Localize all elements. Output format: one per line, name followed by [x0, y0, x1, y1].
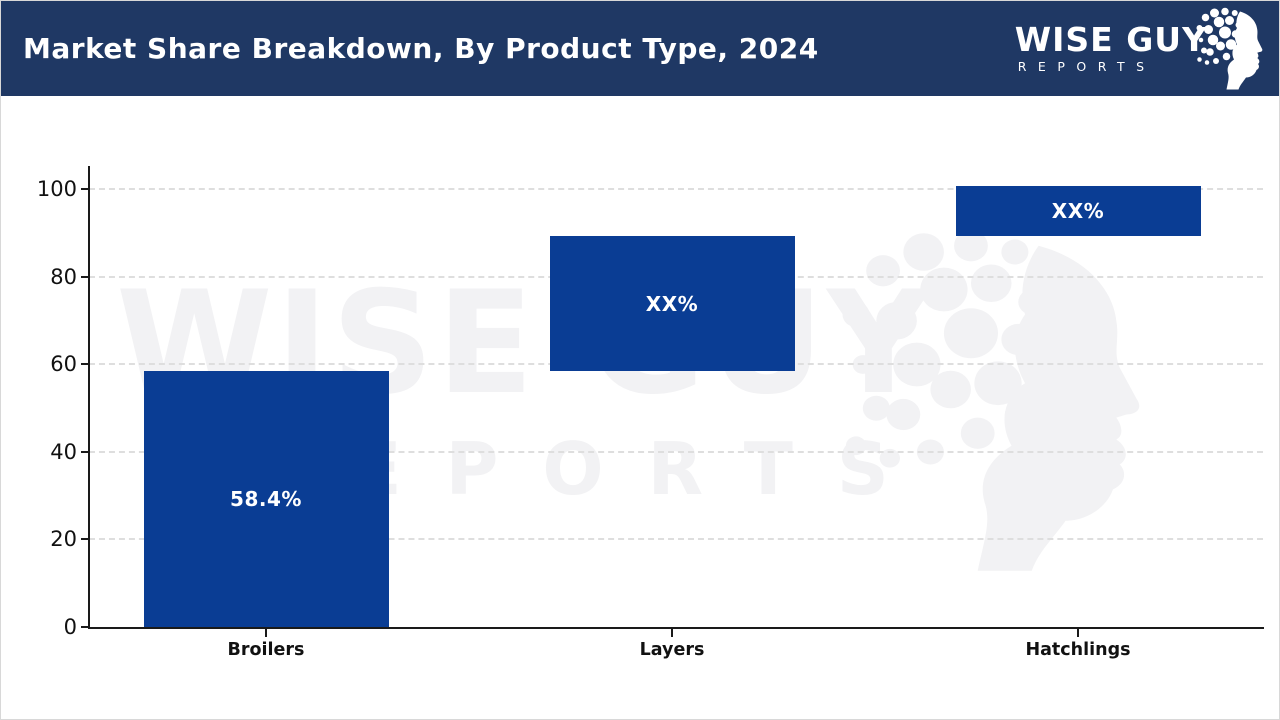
bar-value-label: XX% — [1051, 199, 1105, 224]
logo-head-icon — [1196, 7, 1263, 89]
bar-value-label: XX% — [645, 291, 699, 316]
x-category-label: Broilers — [227, 640, 305, 660]
y-tick-mark — [81, 275, 89, 278]
x-tick-mark — [671, 629, 673, 637]
x-axis-line — [88, 627, 1264, 629]
y-tick-mark — [81, 363, 89, 366]
x-tick-mark — [1077, 629, 1079, 637]
gridline — [89, 538, 1263, 541]
bar-hatchlings: XX% — [955, 186, 1201, 237]
header-bar: Market Share Breakdown, By Product Type,… — [1, 1, 1279, 96]
x-category-label: Hatchlings — [1025, 640, 1131, 660]
watermark-head-icon — [842, 230, 1140, 571]
bar-value-label: 58.4% — [230, 487, 302, 512]
logo-subtitle: REPORTS — [1017, 59, 1156, 74]
y-tick-mark — [81, 626, 89, 628]
x-tick-mark — [265, 629, 267, 637]
logo-wordmark: WISE GUY — [1014, 20, 1207, 59]
y-tick-label: 20 — [50, 527, 77, 552]
y-tick-label: 100 — [36, 177, 77, 201]
gridline — [89, 188, 1263, 190]
y-tick-label: 60 — [50, 352, 77, 377]
page-title: Market Share Breakdown, By Product Type,… — [23, 32, 819, 65]
x-category-label: Layers — [639, 640, 705, 660]
y-tick-mark — [81, 188, 89, 190]
wiseguy-logo: WISE GUY REPORTS — [1015, 7, 1271, 91]
bar-broilers: 58.4% — [143, 371, 389, 627]
y-tick-label: 80 — [50, 264, 77, 289]
gridline — [89, 450, 1263, 453]
y-tick-label: 0 — [63, 615, 77, 639]
logo-text: WISE GUY REPORTS — [1015, 23, 1207, 74]
y-tick-mark — [81, 450, 89, 453]
y-axis-line — [88, 166, 90, 629]
y-tick-label: 40 — [50, 439, 77, 464]
y-tick-mark — [81, 538, 89, 541]
bar-layers: XX% — [549, 236, 795, 372]
